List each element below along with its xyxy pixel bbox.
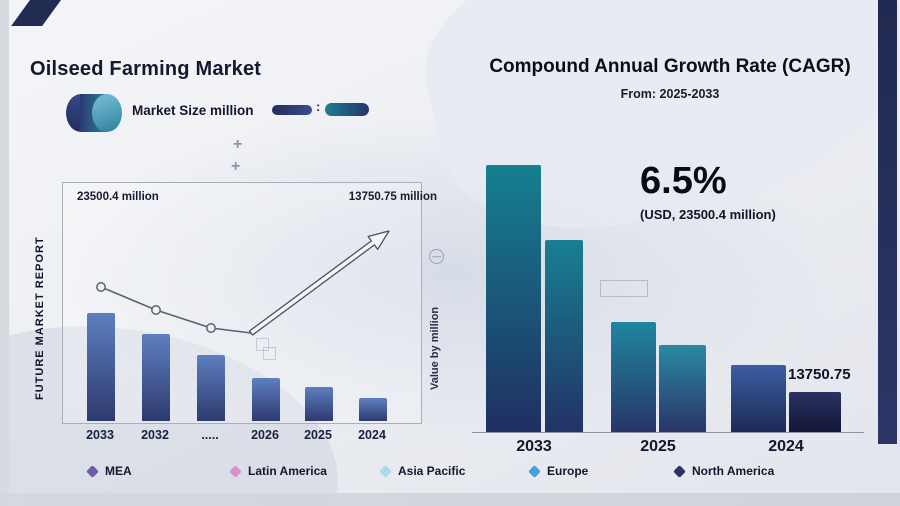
x-axis-line bbox=[472, 432, 864, 433]
future-market-report-label: FUTURE MARKET REPORT bbox=[34, 236, 46, 400]
legend-pill-teal bbox=[325, 103, 369, 116]
left-edge-strip bbox=[0, 0, 9, 506]
page-title: Oilseed Farming Market bbox=[30, 58, 262, 80]
value-by-million-label: Value by million bbox=[429, 306, 441, 390]
bottom-edge-strip bbox=[0, 493, 900, 506]
plot-area: 23500.4 million 13750.75 million bbox=[62, 182, 437, 424]
legend-label: Europe bbox=[547, 464, 589, 478]
cagr-bar bbox=[659, 345, 706, 432]
market-size-bar bbox=[197, 355, 225, 421]
cylinder-right-face bbox=[92, 94, 122, 132]
legend-item-mea: MEA bbox=[86, 464, 132, 478]
diamond-icon bbox=[673, 464, 686, 478]
cagr-bar bbox=[731, 365, 786, 432]
cagr-title: Compound Annual Growth Rate (CAGR) bbox=[489, 56, 851, 77]
year-label: 2025 bbox=[640, 438, 676, 455]
value-label-13750: 13750.75 bbox=[788, 366, 851, 383]
market-size-bar bbox=[252, 378, 280, 421]
rect-decoration bbox=[600, 280, 648, 297]
year-label: 2024 bbox=[768, 438, 804, 455]
plus-decoration: + bbox=[231, 158, 241, 175]
cagr-bar bbox=[486, 165, 541, 432]
cagr-value-block: 6.5% (USD, 23500.4 million) bbox=[640, 160, 776, 222]
market-size-bar bbox=[87, 313, 115, 421]
diamond-icon bbox=[379, 464, 392, 478]
legend-label: MEA bbox=[105, 464, 132, 478]
right-bars-area bbox=[470, 160, 870, 460]
cagr-percent: 6.5% bbox=[640, 160, 727, 202]
left-bars-area bbox=[63, 183, 421, 423]
cagr-header: Compound Annual Growth Rate (CAGR) From:… bbox=[455, 56, 885, 101]
cagr-subtitle: From: 2025-2033 bbox=[620, 87, 720, 101]
legend-pill-dark bbox=[272, 105, 312, 115]
market-size-bar bbox=[305, 387, 333, 421]
market-size-bar bbox=[142, 334, 170, 421]
x-axis-label: 2024 bbox=[358, 428, 386, 442]
diamond-icon bbox=[528, 464, 541, 478]
x-axis-label: 2032 bbox=[141, 428, 169, 442]
square-decoration bbox=[256, 338, 269, 351]
legend-item-north-america: North America bbox=[673, 464, 775, 478]
cagr-bar bbox=[789, 392, 841, 432]
pill-colon: : bbox=[316, 99, 321, 114]
trend-line-arrow bbox=[96, 230, 390, 336]
year-label: 2033 bbox=[516, 438, 552, 455]
legend-item-europe: Europe bbox=[528, 464, 589, 478]
market-size-cylinder-icon bbox=[66, 94, 122, 132]
legend-item-latin-america: Latin America bbox=[229, 464, 327, 478]
value-label-2033: 23500.4 million bbox=[77, 191, 159, 203]
right-x-labels: 2033 2025 2024 bbox=[470, 160, 870, 460]
diamond-icon bbox=[86, 464, 99, 478]
x-axis-label: 2025 bbox=[304, 428, 332, 442]
plus-decoration: + bbox=[233, 136, 243, 153]
diamond-icon bbox=[229, 464, 242, 478]
legend-label: Asia Pacific bbox=[398, 464, 466, 478]
cagr-bar bbox=[545, 240, 583, 432]
region-legend: MEA Latin America Asia Pacific Europe North … bbox=[0, 464, 900, 488]
circle-minus-icon bbox=[429, 249, 444, 264]
cagr-note: (USD, 23500.4 million) bbox=[640, 207, 776, 222]
market-size-bar bbox=[359, 398, 387, 421]
market-size-legend-label: Market Size million bbox=[132, 103, 254, 118]
market-size-chart: 23500.4 million 13750.75 million 2033 203… bbox=[62, 182, 437, 446]
legend-label: Latin America bbox=[248, 464, 327, 478]
legend-item-asia-pacific: Asia Pacific bbox=[379, 464, 466, 478]
x-axis-label: 2026 bbox=[251, 428, 279, 442]
square-decoration bbox=[263, 347, 276, 360]
legend-label: North America bbox=[692, 464, 775, 478]
x-axis-label: 2033 bbox=[86, 428, 114, 442]
cagr-bar bbox=[611, 322, 656, 432]
corner-ribbon bbox=[11, 0, 61, 26]
left-x-labels: 2033 2032..... 2026 2025 2024 bbox=[62, 428, 420, 444]
x-axis-label: ..... bbox=[201, 428, 219, 442]
value-label-2024: 13750.75 million bbox=[348, 191, 437, 203]
right-edge-strip bbox=[878, 0, 897, 444]
cagr-chart: 13750.75 2033 2025 2024 bbox=[470, 160, 870, 460]
